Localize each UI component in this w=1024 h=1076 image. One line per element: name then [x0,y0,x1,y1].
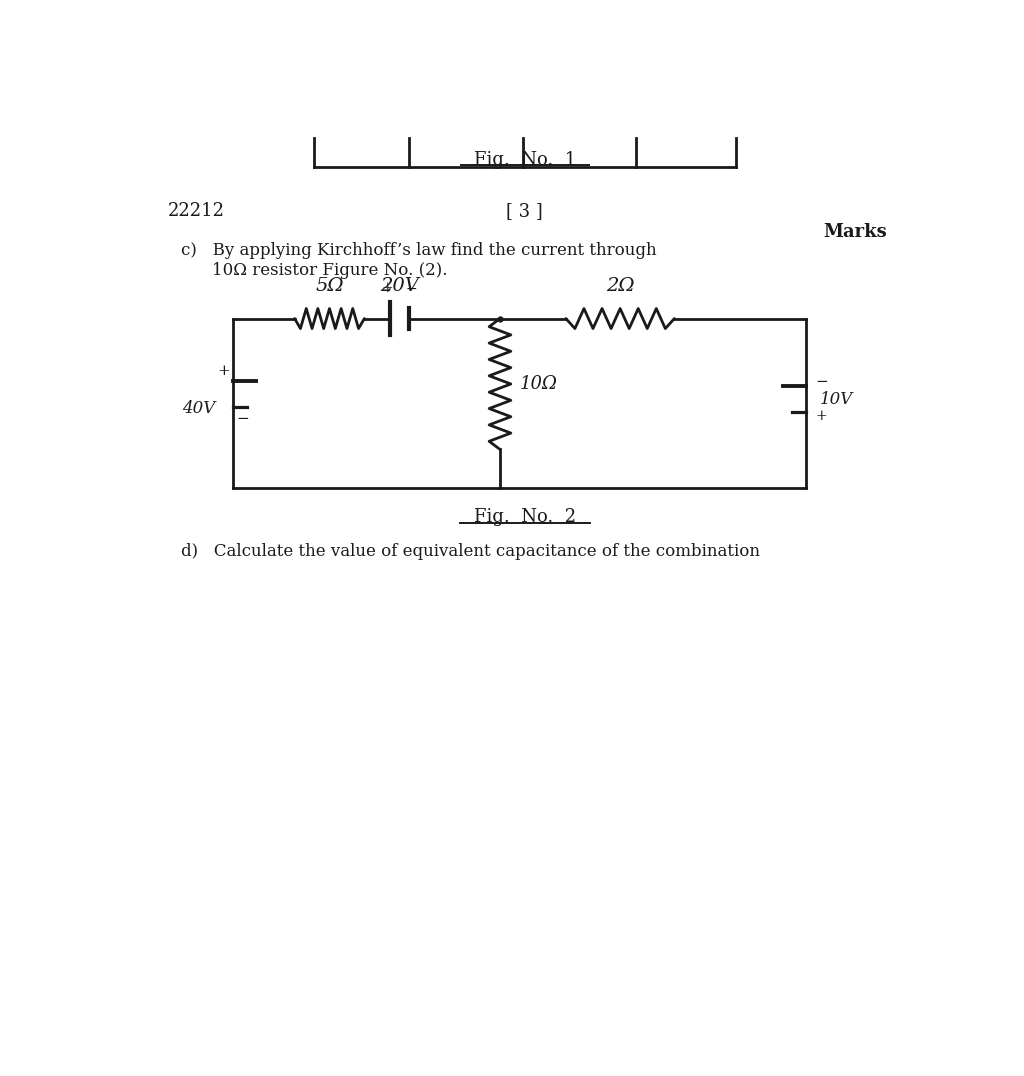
Text: 40V: 40V [182,400,216,417]
Text: +: + [217,364,229,378]
Text: 10Ω: 10Ω [519,376,557,393]
Text: +: + [815,409,827,423]
Text: Marks: Marks [823,224,888,241]
Text: c)   By applying Kirchhoff’s law find the current through: c) By applying Kirchhoff’s law find the … [180,242,656,259]
Text: Fig.  No.  2: Fig. No. 2 [474,508,575,526]
Text: 10V: 10V [820,391,853,408]
Text: 22212: 22212 [168,201,225,220]
Text: 20V: 20V [380,278,419,296]
Text: −: − [815,376,828,390]
Text: [ 3 ]: [ 3 ] [507,201,543,220]
Text: 5Ω: 5Ω [315,278,344,296]
Text: 10Ω resistor Figure No. (2).: 10Ω resistor Figure No. (2). [212,263,447,280]
Text: +: + [381,282,392,296]
Text: −: − [406,282,418,296]
Text: d)   Calculate the value of equivalent capacitance of the combination: d) Calculate the value of equivalent cap… [180,542,760,560]
Text: 2Ω: 2Ω [606,278,635,296]
Text: −: − [237,412,249,426]
Text: Fig.  No.  1: Fig. No. 1 [474,151,575,169]
